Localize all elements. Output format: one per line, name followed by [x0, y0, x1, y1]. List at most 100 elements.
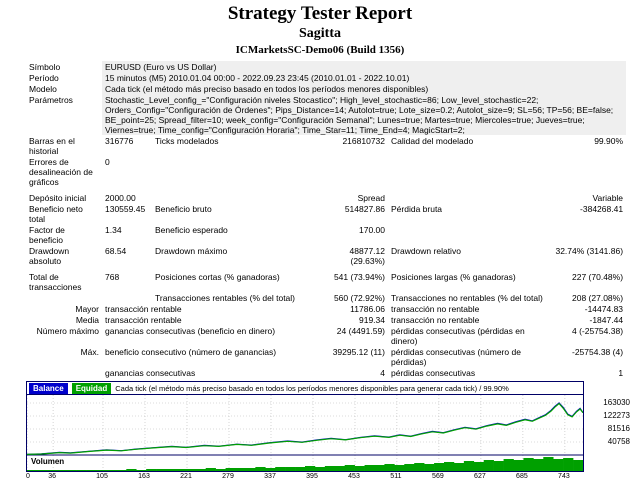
table-value: Stochastic_Level_config_="Configuración …: [102, 94, 627, 135]
table-value: 227 (70.48%): [572, 272, 624, 282]
table-row: Barras en el historial 316776 Ticks modela…: [26, 135, 626, 156]
table-label: ganancias consecutivas (beneficio en din…: [105, 326, 276, 336]
strategy-tester-report-page: { "header": { "title": "Strategy Tester …: [0, 3, 640, 483]
x-axis-label: 511: [390, 473, 402, 480]
table-value: 170.00: [359, 225, 385, 235]
table-label: Calidad del modelado: [391, 136, 474, 146]
table-label: pérdidas consecutivas (pérdidas en diner…: [391, 326, 525, 346]
table-row: Máx. beneficio consecutivo (número de gan…: [26, 346, 626, 367]
table-row: Número máximo ganancias consecutivas (ben…: [26, 325, 626, 346]
table-row: Transacciones rentables (% del total) 560…: [26, 292, 626, 303]
table-row: Depósito inicial 2000.00 Spread Variable: [26, 192, 626, 203]
table-label: Transacciones rentables (% del total): [155, 293, 296, 303]
table-label: [388, 192, 548, 203]
table-row: Mayor transacción rentable 11786.06 transac…: [26, 303, 626, 314]
table-row: ganancias consecutivas 4 pérdidas consecut…: [26, 367, 626, 378]
y-axis-label: 40758: [607, 436, 630, 446]
x-axis-label: 221: [180, 473, 192, 480]
summary-table-body: Símbolo EURUSD (Euro vs US Dollar) Período…: [26, 61, 627, 378]
table-value: 541 (73.94%): [333, 272, 385, 282]
table-value: 1.34: [105, 225, 122, 235]
table-value: 4 (-25754.38): [572, 326, 624, 336]
table-label: pérdidas consecutivas (número de pérdida…: [391, 347, 521, 367]
x-axis-label: 453: [348, 473, 360, 480]
x-axis-label: 163: [138, 473, 150, 480]
table-label: transacción no rentable: [391, 315, 480, 325]
table-label: Errores de desalineación de gráficos: [29, 157, 93, 187]
table-label: beneficio consecutivo (número de gananci…: [105, 347, 277, 357]
chart-legend: Balance Equidad Cada tick (el método más…: [27, 382, 583, 395]
table-row: Errores de desalineación de gráficos 0: [26, 156, 626, 187]
table-label: pérdidas consecutivas: [391, 368, 476, 378]
legend-balance-chip: Balance: [29, 382, 68, 394]
table-row: Drawdown absoluto 68.54 Drawdown máximo 488…: [26, 245, 626, 266]
table-label: Beneficio esperado: [155, 225, 228, 235]
chart-model-note: Cada tick (el método más preciso basado …: [115, 383, 509, 393]
table-label: Drawdown relativo: [391, 246, 461, 256]
x-axis-label: 337: [264, 473, 276, 480]
table-value: 316776: [105, 136, 134, 146]
x-axis-label: 36: [48, 473, 56, 480]
table-value: 32.74% (3141.86): [555, 246, 624, 256]
table-row: Símbolo EURUSD (Euro vs US Dollar): [26, 61, 627, 72]
table-row: Período 15 minutos (M5) 2010.01.04 00:00 …: [26, 72, 627, 83]
table-value: 4: [380, 368, 385, 378]
summary-table: Símbolo EURUSD (Euro vs US Dollar) Período…: [26, 61, 627, 378]
chart-plot-svg: [27, 395, 583, 471]
table-value: -25754.38 (4): [572, 347, 624, 357]
table-label: [152, 156, 626, 187]
table-value: 768: [105, 272, 120, 282]
strategy-name: Sagitta: [299, 26, 341, 41]
table-label: Pérdida bruta: [391, 204, 443, 214]
table-value: 15 minutos (M5) 2010.01.04 00:00 - 2022.…: [102, 72, 627, 83]
table-value: 560 (72.92%): [333, 293, 385, 303]
table-label: Número máximo: [36, 326, 99, 336]
table-value: 2000.00: [105, 193, 136, 203]
table-value: 514827.86: [344, 204, 385, 214]
table-value: 99.90%: [594, 136, 624, 146]
table-label: Total de transacciones: [29, 272, 82, 292]
table-label: Transacciones no rentables (% del total): [391, 293, 543, 303]
table-label: [102, 292, 152, 303]
table-row: Total de transacciones 768 Posiciones cort…: [26, 271, 626, 292]
x-axis-label: 279: [222, 473, 234, 480]
table-label: Máx.: [80, 347, 99, 357]
x-axis-label: 105: [96, 473, 108, 480]
table-value: Cada tick (el método más preciso basado …: [102, 83, 627, 94]
table-label: [152, 192, 310, 203]
table-value: 130559.45: [105, 204, 146, 214]
table-label: Drawdown absoluto: [29, 246, 70, 266]
table-label: Período: [29, 73, 59, 83]
table-row: Media transacción rentable 919.34 transacci…: [26, 314, 626, 325]
table-label: ganancias consecutivas: [105, 368, 196, 378]
volume-label: Volumen: [29, 457, 67, 466]
table-value: 48877.12 (29.63%): [349, 246, 385, 266]
table-label: Ticks modelados: [155, 136, 219, 146]
table-value: -1847.44: [589, 315, 624, 325]
table-value: Spread: [357, 193, 385, 203]
table-value: 0: [105, 157, 110, 167]
table-label: [388, 224, 548, 245]
table-label: Posiciones cortas (% ganadoras): [155, 272, 280, 282]
table-value: 1: [618, 368, 624, 378]
x-axis-label: 0: [26, 473, 30, 480]
table-row: Factor de beneficio 1.34 Beneficio esperad…: [26, 224, 626, 245]
chart-y-axis: 40758 81516 122273 163030: [588, 381, 630, 473]
table-label: Parámetros: [29, 95, 73, 105]
chart-box: Balance Equidad Cada tick (el método más…: [26, 381, 584, 472]
x-axis-label: 569: [432, 473, 444, 480]
x-axis-label: 685: [516, 473, 528, 480]
y-axis-label: 122273: [603, 410, 630, 420]
table-row: Parámetros Stochastic_Level_config_="Conf…: [26, 94, 627, 135]
report-title: Strategy Tester Report: [227, 3, 413, 24]
x-axis-label: 743: [558, 473, 570, 480]
table-label: Posiciones largas (% ganadoras): [391, 272, 516, 282]
chart-x-axis: 0 36 105 163 221 279 337 395 453 511 569 627 685 743: [26, 473, 584, 483]
legend-equity-chip: Equidad: [71, 382, 112, 394]
table-value: 919.34: [359, 315, 385, 325]
table-value: 68.54: [105, 246, 127, 256]
table-value: 24 (4491.59): [336, 326, 385, 336]
table-label: Media: [75, 315, 99, 325]
table-label: [26, 292, 102, 303]
table-label: Beneficio bruto: [155, 204, 212, 214]
